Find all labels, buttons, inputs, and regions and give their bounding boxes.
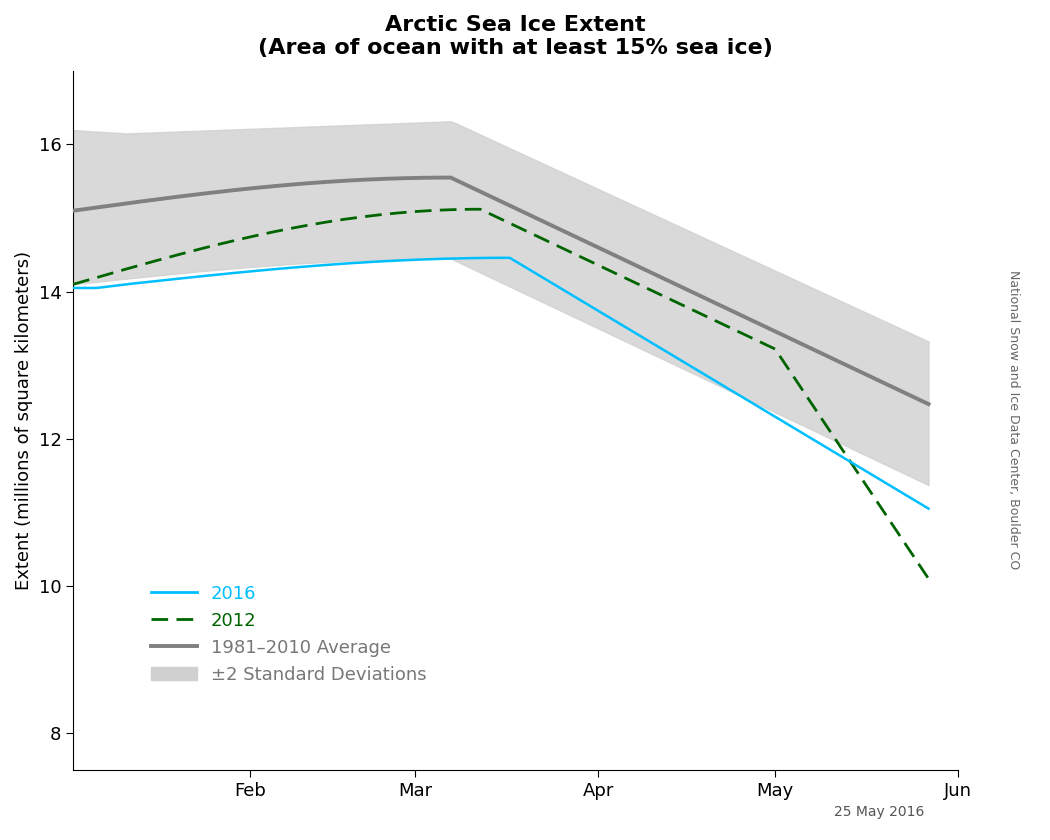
Y-axis label: Extent (millions of square kilometers): Extent (millions of square kilometers) — [15, 251, 33, 590]
Legend: 2016, 2012, 1981–2010 Average, ±2 Standard Deviations: 2016, 2012, 1981–2010 Average, ±2 Standa… — [144, 578, 434, 691]
Title: Arctic Sea Ice Extent
(Area of ocean with at least 15% sea ice): Arctic Sea Ice Extent (Area of ocean wit… — [258, 15, 773, 58]
Text: National Snow and Ice Data Center, Boulder CO: National Snow and Ice Data Center, Bould… — [1007, 270, 1020, 570]
Text: 25 May 2016: 25 May 2016 — [834, 805, 924, 819]
